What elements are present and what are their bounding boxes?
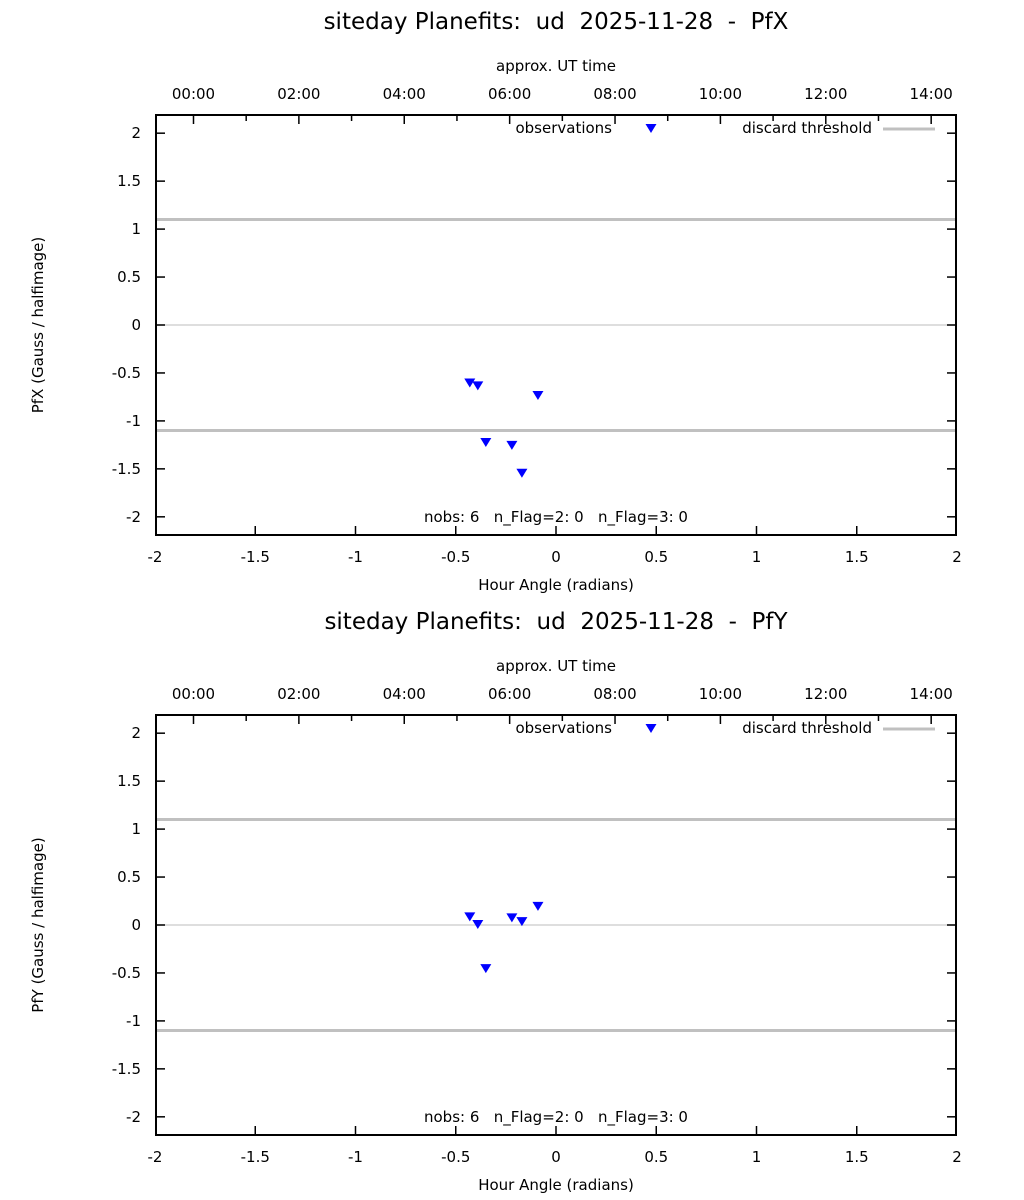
- observation-marker: [480, 964, 492, 974]
- x-tick-label: 0.5: [644, 1148, 669, 1166]
- x-tick-label: -2: [147, 1148, 163, 1166]
- stats-annotation-pfy: nobs: 6 n_Flag=2: 0 n_Flag=3: 0: [424, 1108, 688, 1126]
- x-tick-label: 1.5: [844, 548, 869, 566]
- x-tick-label: -1: [348, 548, 363, 566]
- x-tick-label: 1: [751, 1148, 762, 1166]
- x-tick-label: 1.5: [844, 1148, 869, 1166]
- ut-tick-label: 14:00: [909, 85, 953, 103]
- x-tick-label: 2: [952, 1148, 962, 1166]
- x-tick-label: 2: [952, 548, 962, 566]
- y-tick-label: -1: [126, 1011, 141, 1030]
- ut-tick-label: 08:00: [593, 685, 637, 703]
- y-tick-label: -1.5: [111, 1059, 141, 1078]
- y-tick-label: 0: [131, 316, 141, 334]
- ut-tick-label: 12:00: [804, 85, 848, 103]
- plot-area-pfx: [155, 114, 957, 536]
- x-tick-label: 0: [551, 1148, 561, 1166]
- ut-tick-label: 04:00: [382, 685, 426, 703]
- y-tick-label: 0.5: [117, 868, 141, 887]
- y-tick-label: 1: [131, 220, 141, 239]
- y-tick-label: 1: [131, 820, 141, 839]
- y-tick-label: -1.5: [111, 459, 141, 478]
- x-tick-label: -2: [147, 548, 163, 566]
- x-tick-label: 0.5: [644, 548, 669, 566]
- observation-marker: [506, 913, 518, 923]
- y-tick-label: 1.5: [117, 172, 141, 191]
- ut-tick-label: 08:00: [593, 85, 637, 103]
- chart-title-pfx: siteday Planefits: ud 2025-11-28 - PfX: [323, 9, 789, 35]
- observation-marker: [532, 901, 544, 911]
- ut-tick-label: 10:00: [698, 685, 743, 703]
- stats-annotation-pfx: nobs: 6 n_Flag=2: 0 n_Flag=3: 0: [424, 508, 688, 526]
- ut-tick-label: 14:00: [909, 685, 953, 703]
- observation-marker: [532, 391, 544, 401]
- legend-label-discard-threshold: discard threshold: [742, 719, 872, 737]
- observation-marker: [464, 378, 476, 388]
- y-tick-label: -0.5: [111, 963, 141, 982]
- ut-tick-label: 06:00: [488, 685, 532, 703]
- plot-area-pfy: [155, 714, 957, 1136]
- observation-marker: [472, 381, 484, 391]
- y-tick-label: -2: [126, 1107, 141, 1126]
- observation-marker: [516, 917, 528, 927]
- observation-marker: [472, 920, 484, 930]
- x-tick-label: 1: [751, 548, 762, 566]
- ut-tick-label: 12:00: [804, 685, 848, 703]
- top-axis-label-pfy: approx. UT time: [496, 657, 616, 675]
- observation-marker: [480, 438, 492, 448]
- y-tick-label: -2: [126, 507, 141, 526]
- ut-tick-label: 10:00: [698, 85, 743, 103]
- panel-pfx: siteday Planefits: ud 2025-11-28 - PfX a…: [29, 9, 962, 594]
- top-axis-label-pfx: approx. UT time: [496, 57, 616, 75]
- x-axis-label-pfy: Hour Angle (radians): [478, 1176, 634, 1194]
- panel-pfy: siteday Planefits: ud 2025-11-28 - PfY a…: [0, 600, 1024, 1200]
- chart-title-pfy: siteday Planefits: ud 2025-11-28 - PfY: [324, 609, 788, 635]
- y-tick-label: 0.5: [117, 268, 141, 287]
- ut-tick-label: 00:00: [171, 685, 216, 703]
- legend-label-discard-threshold: discard threshold: [742, 119, 872, 137]
- x-tick-label: -0.5: [441, 548, 471, 566]
- y-tick-label: 2: [131, 724, 141, 743]
- y-tick-label: -1: [126, 411, 141, 430]
- x-tick-label: 0: [551, 548, 561, 566]
- x-tick-label: -1: [348, 1148, 363, 1166]
- ut-tick-label: 06:00: [488, 85, 532, 103]
- y-tick-label: 1.5: [117, 772, 141, 791]
- ut-tick-label: 02:00: [277, 685, 321, 703]
- x-tick-label: -1.5: [240, 548, 270, 566]
- y-tick-label: -0.5: [111, 363, 141, 382]
- ut-tick-label: 02:00: [277, 85, 321, 103]
- ut-tick-label: 00:00: [171, 85, 216, 103]
- observation-marker: [506, 440, 518, 450]
- legend-label-observations: observations: [515, 119, 612, 137]
- x-axis-label-pfx: Hour Angle (radians): [478, 576, 634, 594]
- y-tick-label: 2: [131, 124, 141, 143]
- y-tick-label: 0: [131, 916, 141, 934]
- legend-label-observations: observations: [515, 719, 612, 737]
- legend-observations-marker: [645, 124, 657, 133]
- x-tick-label: -0.5: [441, 1148, 471, 1166]
- legend-observations-marker: [645, 724, 657, 733]
- observation-marker: [516, 468, 528, 478]
- ut-tick-label: 04:00: [382, 85, 426, 103]
- observation-marker: [464, 912, 476, 922]
- x-tick-label: -1.5: [240, 1148, 270, 1166]
